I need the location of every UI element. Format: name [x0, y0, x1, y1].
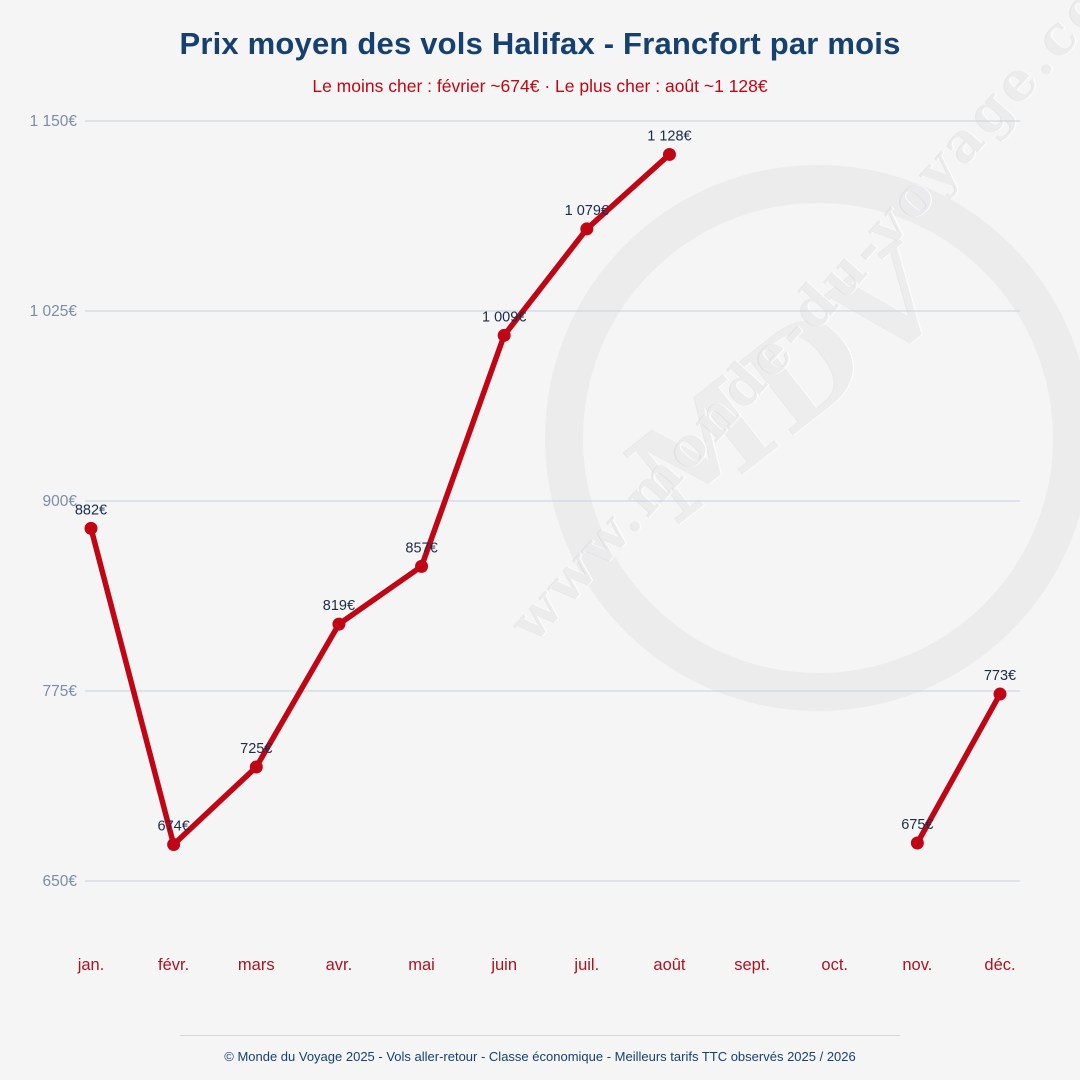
point-value-label: 674€ [158, 819, 190, 835]
y-axis-tick-label: 775€ [43, 683, 78, 700]
data-point [332, 617, 346, 631]
price-line [914, 691, 1003, 846]
x-axis-month-label: avr. [326, 956, 353, 974]
point-value-label: 675€ [901, 817, 933, 833]
point-value-label: 1 128€ [647, 128, 691, 144]
x-axis-month-label: juin [490, 956, 517, 974]
y-axis-tick-label: 1 150€ [30, 113, 78, 130]
price-line [88, 151, 673, 848]
price-line-chart: 650€ 775€ 900€ 1 025€ 1 150€ 882€ 674€ 725€ 819€… [30, 113, 1020, 974]
data-point [662, 147, 676, 161]
data-point [84, 521, 98, 535]
y-axis-tick-label: 900€ [43, 493, 78, 510]
footer: © Monde du Voyage 2025 - Vols aller-reto… [180, 1035, 900, 1064]
data-point [497, 328, 511, 342]
x-axis-month-label: juil. [573, 956, 599, 974]
data-point [249, 760, 263, 774]
y-axis-tick-label: 1 025€ [30, 303, 78, 320]
data-point [993, 687, 1007, 701]
point-value-label: 819€ [323, 598, 355, 614]
x-axis-month-label: oct. [821, 956, 848, 974]
page-title: Prix moyen des vols Halifax - Francfort … [179, 26, 901, 61]
point-value-label: 773€ [984, 668, 1016, 684]
x-axis-month-label: août [653, 956, 686, 974]
x-axis-month-label: févr. [158, 956, 189, 974]
data-point [580, 222, 594, 236]
footer-text: © Monde du Voyage 2025 - Vols aller-reto… [224, 1049, 856, 1064]
y-axis-tick-label: 650€ [43, 873, 78, 890]
point-value-label: 857€ [405, 540, 437, 556]
x-axis-month-label: jan. [77, 956, 105, 974]
point-value-label: 1 079€ [565, 203, 609, 219]
data-point [167, 838, 181, 852]
x-axis-month-label: sept. [734, 956, 770, 974]
x-axis-month-label: mai [408, 956, 435, 974]
point-value-label: 725€ [240, 741, 272, 757]
point-value-label: 1 009€ [482, 309, 526, 325]
data-point [415, 559, 429, 573]
x-axis-month-label: mars [238, 956, 275, 974]
point-value-label: 882€ [75, 502, 107, 518]
x-axis-month-label: nov. [902, 956, 932, 974]
data-point [910, 836, 924, 850]
x-axis-month-label: déc. [984, 956, 1015, 974]
chart-subtitle: Le moins cher : février ~674€ · Le plus … [312, 76, 768, 96]
